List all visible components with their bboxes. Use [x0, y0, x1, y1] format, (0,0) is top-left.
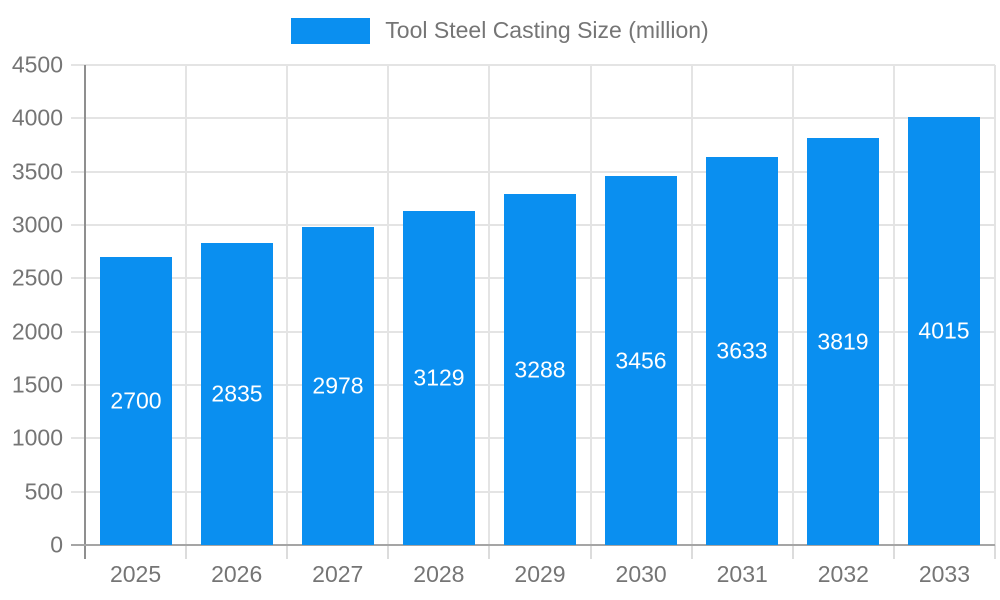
x-axis-label: 2025 [109, 561, 162, 587]
gridline-vertical [286, 65, 289, 545]
y-axis-tick [71, 117, 85, 120]
y-axis-tick [71, 490, 85, 493]
bar-2031[interactable]: 3633 [706, 157, 778, 545]
y-axis-tick [71, 170, 85, 173]
bar-2032[interactable]: 3819 [807, 138, 879, 545]
y-axis-label: 0 [50, 531, 63, 558]
x-axis-label: 2032 [817, 561, 869, 587]
y-axis-label: 3000 [11, 211, 63, 238]
x-axis-tick [589, 545, 592, 559]
x-axis-label: 2028 [413, 561, 465, 587]
y-axis-label: 2000 [11, 318, 63, 345]
y-axis-label: 4500 [11, 51, 63, 78]
y-axis-line [84, 65, 86, 559]
y-axis-tick [71, 330, 85, 333]
gridline-vertical [690, 65, 693, 545]
y-axis-tick [71, 64, 85, 66]
gridline-vertical [589, 65, 592, 545]
x-axis-label: 2026 [211, 561, 263, 587]
legend-swatch [291, 17, 371, 44]
x-axis-tick [892, 545, 895, 559]
bar-value-label: 2835 [211, 380, 263, 407]
x-axis-label: 2030 [615, 561, 667, 587]
x-axis-label: 2029 [514, 561, 566, 587]
gridline-vertical [185, 65, 188, 545]
x-axis-tick [185, 545, 188, 559]
gridline-vertical [892, 65, 895, 545]
bar-value-label: 3819 [817, 328, 869, 354]
y-axis-label: 1500 [11, 371, 63, 398]
x-axis-tick [488, 545, 491, 559]
bar-2025[interactable]: 2700 [100, 257, 172, 545]
bar-value-label: 4015 [918, 317, 970, 344]
legend[interactable]: Tool Steel Casting Size (million) [0, 17, 1000, 44]
bar-value-label: 3288 [514, 356, 566, 382]
y-axis-tick [71, 224, 85, 226]
x-axis-tick [994, 545, 996, 559]
bar-2030[interactable]: 3456 [605, 176, 677, 545]
gridline-horizontal [85, 170, 995, 173]
plot-area: 4500 4000 3500 3000 2500 2000 1500 1000 500 0 2700… [12, 52, 996, 587]
y-axis-tick [71, 437, 85, 440]
bar-2028[interactable]: 3129 [403, 211, 475, 545]
gridline-horizontal [85, 117, 995, 120]
y-axis-label: 4000 [11, 104, 63, 131]
x-axis-tick [286, 545, 289, 559]
x-axis-tick [690, 545, 693, 559]
bar-value-label: 2700 [110, 387, 162, 414]
x-axis-tick [387, 545, 390, 559]
bar-value-label: 2978 [312, 372, 364, 399]
x-axis-label: 2033 [918, 561, 971, 587]
x-axis-line [71, 544, 995, 546]
y-axis-tick [71, 277, 85, 280]
y-axis-label: 2500 [11, 264, 63, 291]
bar-2033[interactable]: 4015 [908, 117, 980, 545]
x-axis-label: 2031 [716, 561, 768, 587]
gridline-vertical [387, 65, 390, 545]
bar-2027[interactable]: 2978 [302, 227, 374, 545]
y-axis-label: 1000 [11, 424, 63, 451]
gridline-vertical [994, 65, 996, 545]
bar-value-label: 3633 [716, 337, 768, 364]
legend-label: Tool Steel Casting Size (million) [385, 17, 709, 43]
x-axis-tick [791, 545, 794, 559]
y-axis-label: 3500 [11, 158, 63, 185]
gridline-horizontal [85, 64, 995, 66]
y-axis-tick [71, 384, 85, 386]
x-axis-label: 2027 [312, 561, 364, 587]
gridline-vertical [488, 65, 491, 545]
gridline-vertical [791, 65, 794, 545]
bar-value-label: 3456 [615, 347, 667, 373]
y-axis-label: 500 [24, 478, 63, 505]
bar-2026[interactable]: 2835 [201, 243, 273, 545]
bar-value-label: 3129 [413, 364, 465, 391]
bar-2029[interactable]: 3288 [504, 194, 576, 545]
